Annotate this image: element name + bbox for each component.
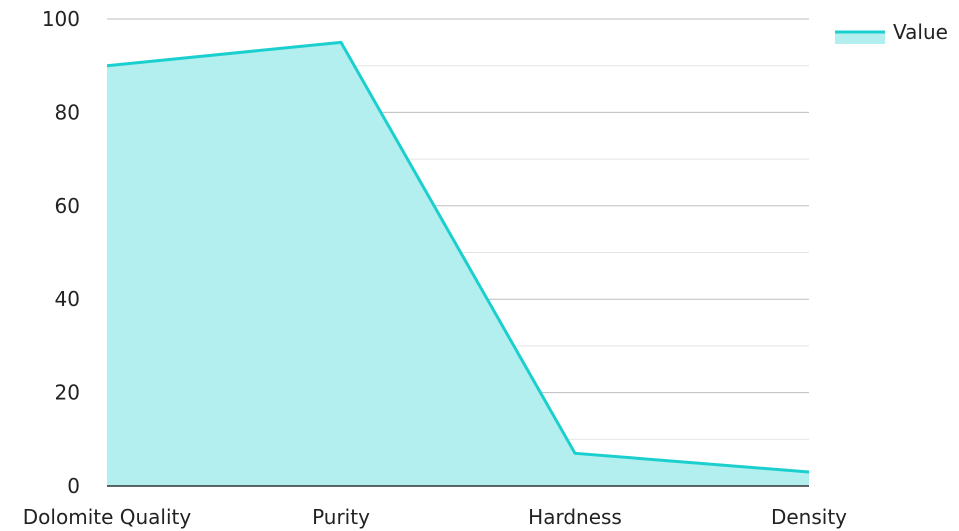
- series-value-area: [107, 42, 809, 486]
- x-tick-label: Dolomite Quality: [23, 505, 192, 529]
- legend: Value: [835, 20, 948, 44]
- y-tick-label: 60: [55, 194, 80, 218]
- y-tick-label: 80: [55, 100, 80, 124]
- x-axis-tick-labels: Dolomite Quality Purity Hardness Density: [23, 505, 847, 529]
- y-tick-label: 40: [55, 287, 80, 311]
- y-tick-label: 100: [42, 7, 80, 31]
- x-tick-label: Purity: [312, 505, 370, 529]
- x-tick-label: Density: [771, 505, 847, 529]
- legend-swatch-fill: [835, 31, 885, 44]
- legend-label-value: Value: [893, 20, 948, 44]
- y-tick-label: 0: [67, 474, 80, 498]
- x-tick-label: Hardness: [528, 505, 622, 529]
- series-value-line: [106, 40, 810, 474]
- y-tick-label: 20: [55, 381, 80, 405]
- y-axis-tick-labels: 0 20 40 60 80 100: [42, 7, 80, 498]
